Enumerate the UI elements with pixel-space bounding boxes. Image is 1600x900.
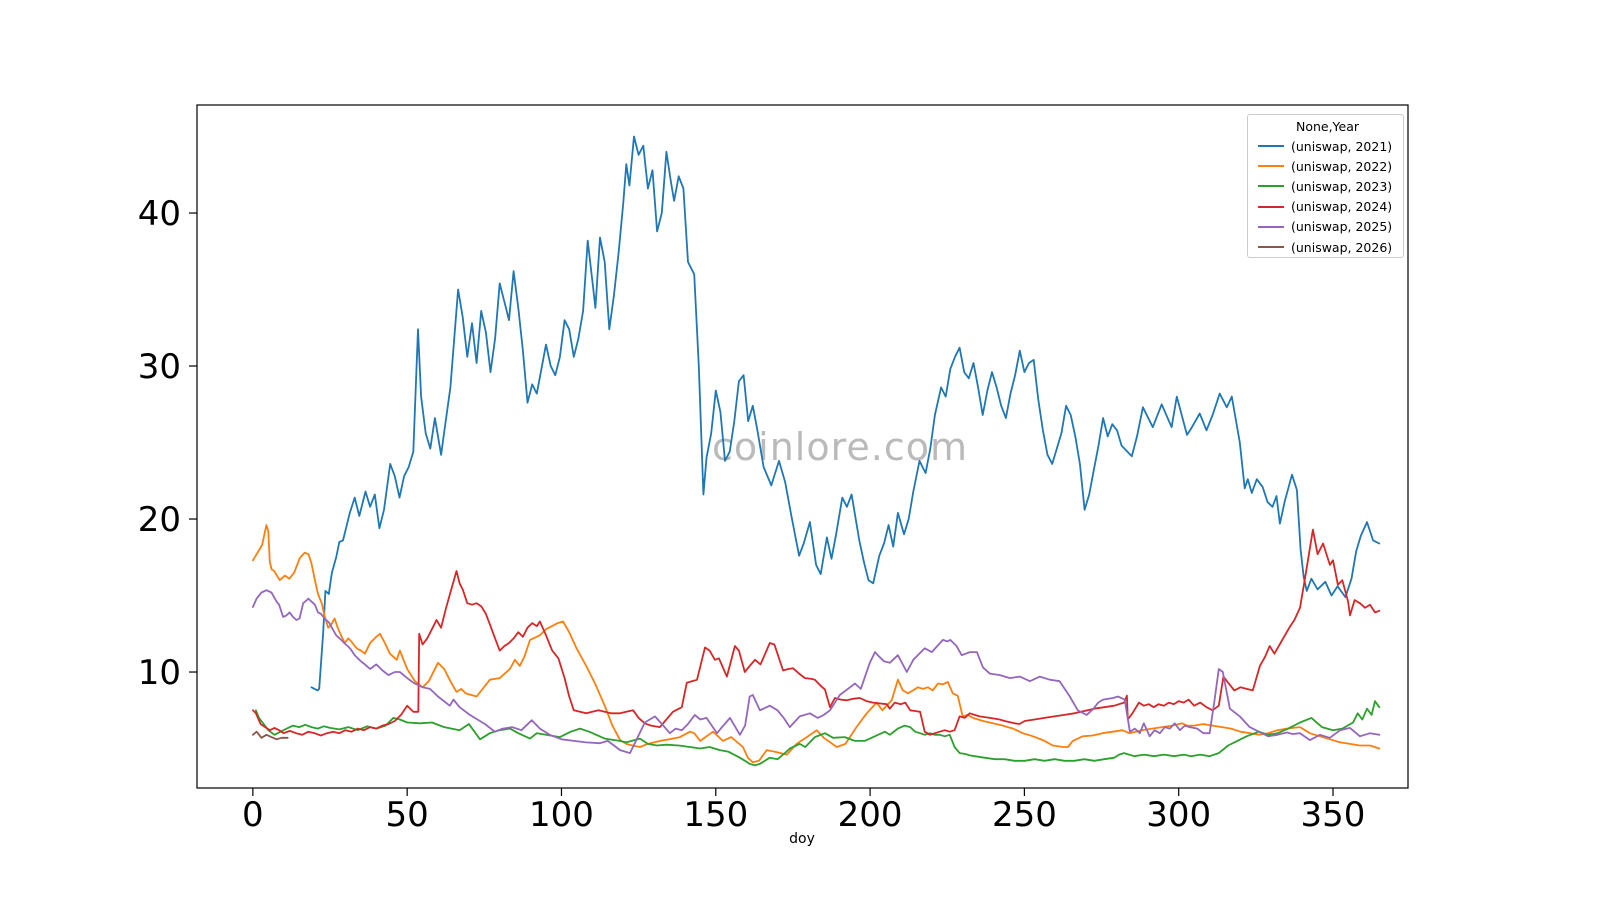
- x-tick-label: 250: [992, 795, 1057, 835]
- legend-entry-label: (uniswap, 2021): [1291, 138, 1393, 154]
- x-tick-label: 100: [529, 795, 594, 835]
- x-tick-label: 350: [1301, 795, 1366, 835]
- y-tick-label: 10: [138, 653, 181, 693]
- legend-line-swatch: [1258, 185, 1284, 188]
- series-line-2026: [251, 730, 289, 741]
- legend-line-swatch: [1258, 246, 1284, 249]
- x-tick-label: 150: [683, 795, 748, 835]
- legend-entry-label: (uniswap, 2026): [1291, 239, 1393, 255]
- legend-line-swatch: [1258, 205, 1284, 208]
- legend-entry-2026: (uniswap, 2026): [1258, 237, 1397, 257]
- x-tick-label: 300: [1146, 795, 1211, 835]
- series-line-2024: [251, 528, 1381, 737]
- legend-box: None,Year (uniswap, 2021) (uniswap, 2022)…: [1247, 114, 1404, 258]
- legend-line-swatch: [1258, 145, 1284, 148]
- legend-entry-2023: (uniswap, 2023): [1258, 176, 1397, 196]
- y-tick-label: 30: [138, 347, 181, 387]
- series-line-2025: [251, 589, 1381, 754]
- legend-entry-2024: (uniswap, 2024): [1258, 197, 1397, 217]
- x-tick-label: 200: [838, 795, 903, 835]
- legend-entry-label: (uniswap, 2023): [1291, 178, 1393, 194]
- watermark-text: coinlore.com: [712, 425, 968, 469]
- legend-entries: (uniswap, 2021) (uniswap, 2022) (uniswap, …: [1258, 136, 1397, 257]
- x-tick-label: 50: [386, 795, 429, 835]
- legend-entry-2025: (uniswap, 2025): [1258, 217, 1397, 237]
- legend-title: None,Year: [1295, 119, 1360, 134]
- legend-entry-label: (uniswap, 2024): [1291, 199, 1393, 215]
- legend-entry-2021: (uniswap, 2021): [1258, 136, 1397, 156]
- x-tick-label: 0: [242, 795, 264, 835]
- legend-entry-label: (uniswap, 2022): [1291, 158, 1393, 174]
- legend-line-swatch: [1258, 165, 1284, 168]
- legend-line-swatch: [1258, 225, 1284, 228]
- y-tick-label: 20: [138, 500, 181, 540]
- series-line-2023: [254, 700, 1381, 767]
- legend-entry-label: (uniswap, 2025): [1291, 219, 1393, 235]
- y-tick-label: 40: [138, 194, 181, 234]
- series-line-2021: [310, 135, 1381, 692]
- x-axis-label: doy: [789, 831, 815, 847]
- legend-entry-2022: (uniswap, 2022): [1258, 156, 1397, 176]
- plot-frame: [196, 104, 1409, 789]
